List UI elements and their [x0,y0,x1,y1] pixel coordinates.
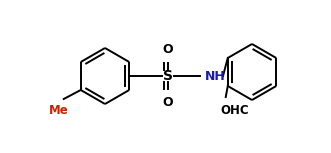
Text: O: O [163,96,173,109]
Text: S: S [163,69,173,83]
Text: O: O [163,43,173,56]
Text: Me: Me [49,104,69,117]
Text: OHC: OHC [220,104,249,117]
Text: NH: NH [205,69,226,82]
